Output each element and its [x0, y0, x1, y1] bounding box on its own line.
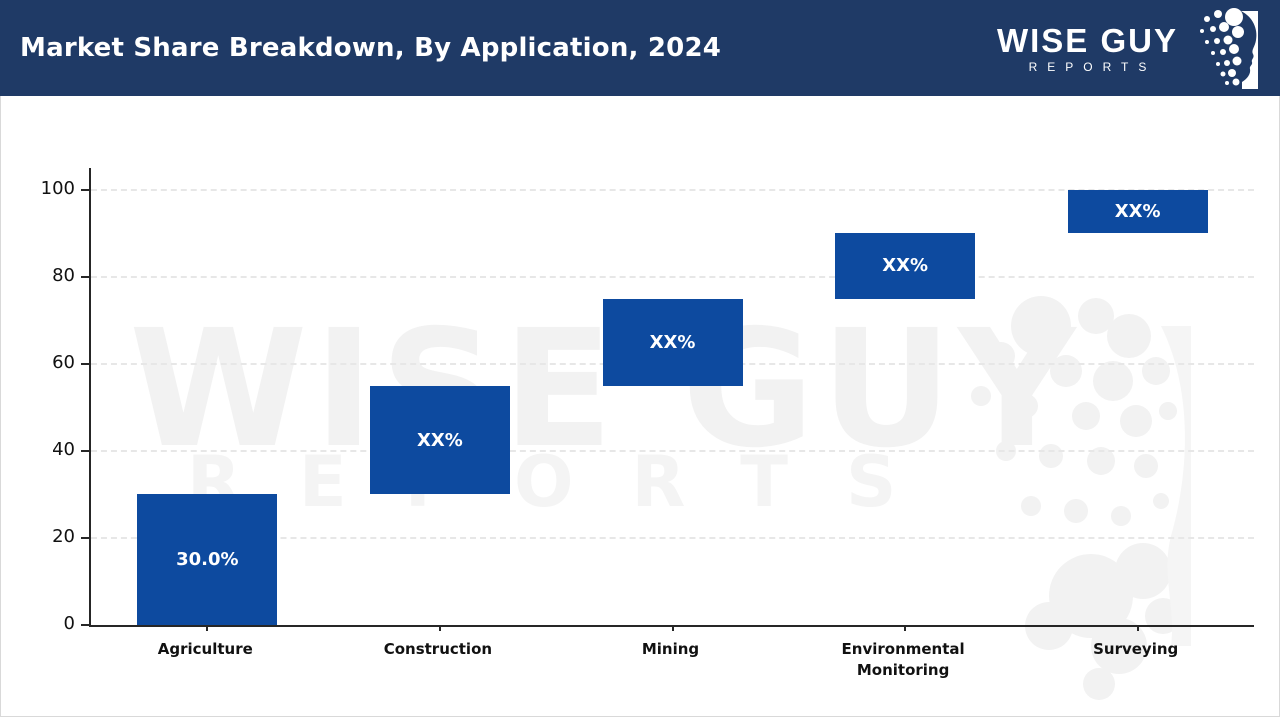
header: Market Share Breakdown, By Application, …	[0, 0, 1280, 96]
y-axis-tick-label: 40	[52, 438, 75, 460]
bar: XX%	[369, 385, 510, 495]
x-axis-tick	[438, 625, 441, 631]
plot-area: 30.0% XX% XX% XX% XX%	[81, 168, 1254, 631]
bar-value-label: XX%	[882, 255, 928, 277]
y-axis-tick-label: 60	[52, 351, 75, 373]
bar: XX%	[835, 233, 976, 299]
watermark-wordmark: WISE GUY	[129, 296, 1082, 484]
x-axis-tick	[1136, 625, 1139, 631]
x-axis-tick	[206, 625, 209, 631]
bar-value-label: 30.0%	[176, 549, 239, 571]
gridline	[91, 275, 1254, 278]
y-axis-tick	[81, 449, 89, 452]
x-axis-category-label: Surveying	[1093, 640, 1179, 658]
gridline	[91, 449, 1254, 452]
logo-subtext: REPORTS	[1028, 59, 1157, 74]
bar-value-label: XX%	[416, 429, 463, 451]
bar: 30.0%	[137, 494, 278, 625]
y-axis-tick-label: 20	[52, 525, 75, 547]
gridline	[91, 536, 1254, 539]
bar: XX%	[1067, 189, 1208, 234]
x-axis-tick	[904, 625, 907, 631]
y-axis-tick	[81, 362, 89, 365]
bar: XX%	[602, 298, 743, 386]
y-axis-tick-label: 0	[63, 613, 75, 634]
y-axis-tick	[81, 188, 89, 191]
y-axis-tick	[81, 536, 89, 539]
y-axis-tick	[81, 275, 89, 278]
watermark-subtext: REPORTS	[187, 441, 955, 523]
x-axis-category-label: Agriculture	[157, 640, 253, 658]
wiseguy-face-icon	[1200, 8, 1258, 89]
chart-canvas: WISE GUY REPORTS 30.0% XX% XX% XX% XX% 0 20 40…	[0, 96, 1280, 717]
x-axis-category-label: Environmental Monitoring	[841, 640, 965, 679]
y-axis-tick	[81, 624, 89, 626]
bar-value-label: XX%	[649, 331, 696, 353]
gridline	[91, 188, 1254, 191]
x-axis-category-label: Mining	[641, 640, 700, 658]
x-axis-tick	[671, 625, 674, 631]
y-axis-tick-label: 80	[52, 264, 75, 286]
logo-wordmark: WISE GUY	[996, 21, 1178, 59]
x-axis-category-label: Construction	[383, 640, 493, 658]
bar-value-label: XX%	[1114, 201, 1161, 223]
chart-title: Market Share Breakdown, By Application, …	[20, 33, 722, 63]
wiseguy-logo: WISE GUY REPORTS	[997, 7, 1280, 89]
y-axis-tick-label: 100	[40, 177, 75, 199]
